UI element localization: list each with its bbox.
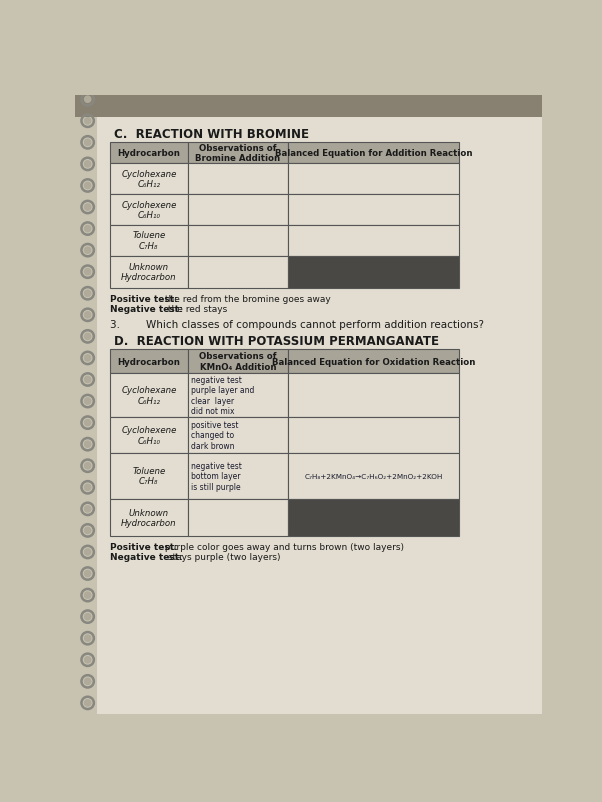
Circle shape	[84, 419, 92, 427]
Text: Cyclohexane
C₆H₁₂: Cyclohexane C₆H₁₂	[121, 386, 176, 405]
Bar	[110, 195, 188, 225]
Circle shape	[84, 441, 92, 448]
Bar	[288, 164, 459, 195]
Bar	[188, 256, 288, 289]
Text: Positive test:: Positive test:	[110, 542, 178, 551]
Text: C₇H₈+2KMnO₄→C₇H₆O₂+2MnO₂+2KOH: C₇H₈+2KMnO₄→C₇H₆O₂+2MnO₂+2KOH	[305, 473, 443, 479]
Bar	[110, 373, 188, 418]
Bar	[110, 143, 188, 164]
Bar	[188, 164, 288, 195]
Bar	[288, 418, 459, 453]
Text: Cyclohexane
C₆H₁₂: Cyclohexane C₆H₁₂	[121, 169, 176, 189]
Text: negative test
bottom layer
is still purple: negative test bottom layer is still purp…	[191, 461, 241, 491]
Bar	[110, 164, 188, 195]
Text: Observations of
KMnO₄ Addition: Observations of KMnO₄ Addition	[199, 352, 277, 371]
Bar	[188, 453, 288, 499]
Text: negative test
purple layer and
clear  layer
did not mix: negative test purple layer and clear lay…	[191, 375, 254, 415]
Text: Cyclohexene
C₆H₁₀: Cyclohexene C₆H₁₀	[121, 426, 176, 445]
Text: Unknown
Hydrocarbon: Unknown Hydrocarbon	[121, 263, 177, 282]
Circle shape	[84, 290, 92, 298]
Text: Toluene
C₇H₈: Toluene C₇H₈	[132, 467, 166, 486]
Circle shape	[84, 140, 92, 147]
Text: the red from the bromine goes away: the red from the bromine goes away	[162, 294, 331, 304]
Text: C.  REACTION WITH BROMINE: C. REACTION WITH BROMINE	[114, 128, 309, 141]
Circle shape	[84, 527, 92, 535]
Bar	[110, 225, 188, 256]
Bar	[188, 499, 288, 536]
Text: Negative test:: Negative test:	[110, 305, 183, 314]
Circle shape	[84, 570, 92, 577]
Bar	[288, 225, 459, 256]
Bar	[188, 350, 288, 373]
Circle shape	[84, 549, 92, 556]
Text: 3.        Which classes of compounds cannot perform addition reactions?: 3. Which classes of compounds cannot per…	[110, 319, 484, 330]
Bar	[110, 418, 188, 453]
Bar	[188, 143, 288, 164]
Circle shape	[84, 182, 92, 190]
Bar	[188, 418, 288, 453]
Bar	[110, 350, 188, 373]
Circle shape	[84, 269, 92, 276]
Circle shape	[84, 376, 92, 384]
Circle shape	[84, 613, 92, 621]
Text: Observations of
Bromine Addition: Observations of Bromine Addition	[196, 144, 281, 163]
Text: Toluene
C₇H₈: Toluene C₇H₈	[132, 231, 166, 250]
Text: Balanced Equation for Addition Reaction: Balanced Equation for Addition Reaction	[275, 148, 473, 158]
Circle shape	[84, 592, 92, 599]
Bar	[288, 350, 459, 373]
Text: D.  REACTION WITH POTASSIUM PERMANGANATE: D. REACTION WITH POTASSIUM PERMANGANATE	[114, 334, 439, 347]
Text: Hydrocarbon: Hydrocarbon	[117, 148, 181, 158]
Text: Negative test:: Negative test:	[110, 553, 183, 561]
Circle shape	[84, 505, 92, 513]
Circle shape	[84, 398, 92, 405]
Bar	[288, 373, 459, 418]
Text: Balanced Equation for Oxidation Reaction: Balanced Equation for Oxidation Reaction	[272, 357, 476, 366]
Circle shape	[84, 161, 92, 168]
Bar	[288, 453, 459, 499]
Text: Positive test:: Positive test:	[110, 294, 178, 304]
Bar	[110, 453, 188, 499]
Bar	[288, 499, 459, 536]
Text: purple color goes away and turns brown (two layers): purple color goes away and turns brown (…	[162, 542, 404, 551]
Bar	[288, 195, 459, 225]
Circle shape	[84, 204, 92, 212]
Bar	[110, 256, 188, 289]
Circle shape	[84, 484, 92, 492]
Text: positive test
changed to
dark brown: positive test changed to dark brown	[191, 420, 238, 450]
Circle shape	[84, 462, 92, 470]
Text: stays purple (two layers): stays purple (two layers)	[165, 553, 281, 561]
Bar	[110, 499, 188, 536]
Bar	[288, 256, 459, 289]
Circle shape	[84, 96, 92, 104]
Bar	[75, 96, 542, 118]
Circle shape	[84, 118, 92, 125]
Circle shape	[84, 354, 92, 363]
Circle shape	[84, 678, 92, 686]
Circle shape	[84, 656, 92, 664]
Circle shape	[84, 699, 92, 707]
Bar	[188, 225, 288, 256]
Text: Unknown
Hydrocarbon: Unknown Hydrocarbon	[121, 508, 177, 528]
Text: the red stays: the red stays	[165, 305, 228, 314]
Circle shape	[84, 634, 92, 642]
Text: Cyclohexene
C₆H₁₀: Cyclohexene C₆H₁₀	[121, 200, 176, 220]
Bar	[288, 143, 459, 164]
Text: Hydrocarbon: Hydrocarbon	[117, 357, 181, 366]
Bar	[188, 195, 288, 225]
Circle shape	[84, 333, 92, 341]
Circle shape	[84, 225, 92, 233]
Circle shape	[84, 247, 92, 255]
Bar	[188, 373, 288, 418]
Circle shape	[84, 311, 92, 319]
